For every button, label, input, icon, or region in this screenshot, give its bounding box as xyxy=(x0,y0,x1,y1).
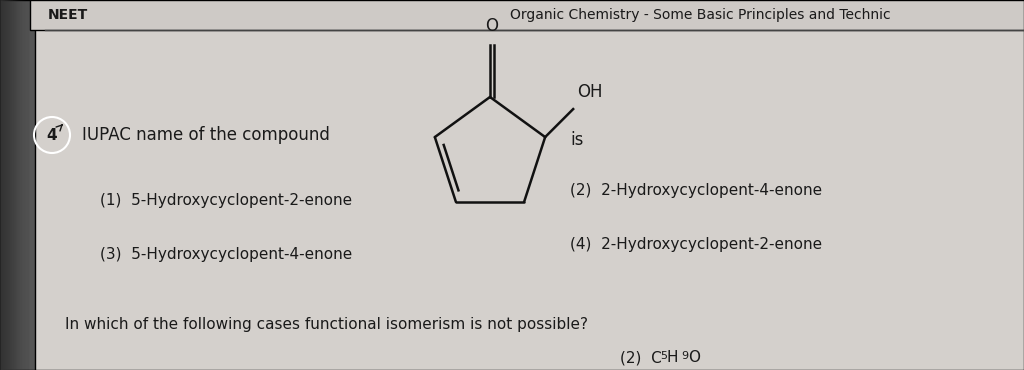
Text: O: O xyxy=(688,350,700,366)
Text: 5: 5 xyxy=(660,351,667,361)
Text: H: H xyxy=(667,350,679,366)
Text: (2)  2-Hydroxycyclopent-4-enone: (2) 2-Hydroxycyclopent-4-enone xyxy=(570,182,822,198)
Text: Organic Chemistry - Some Basic Principles and Technic: Organic Chemistry - Some Basic Principle… xyxy=(510,8,890,22)
Text: 9: 9 xyxy=(681,351,688,361)
Text: O: O xyxy=(485,17,499,35)
Text: 4: 4 xyxy=(47,128,57,142)
FancyBboxPatch shape xyxy=(30,0,1024,30)
FancyBboxPatch shape xyxy=(30,0,1024,370)
FancyBboxPatch shape xyxy=(0,0,35,370)
Text: (1)  5-Hydroxycyclopent-2-enone: (1) 5-Hydroxycyclopent-2-enone xyxy=(100,192,352,208)
Text: NEET: NEET xyxy=(48,8,88,22)
Text: (3)  5-Hydroxycyclopent-4-enone: (3) 5-Hydroxycyclopent-4-enone xyxy=(100,248,352,262)
Text: OH: OH xyxy=(578,83,603,101)
Text: In which of the following cases functional isomerism is not possible?: In which of the following cases function… xyxy=(65,317,588,333)
Text: (2)  C: (2) C xyxy=(620,350,662,366)
Text: is: is xyxy=(570,131,584,149)
Text: (4)  2-Hydroxycyclopent-2-enone: (4) 2-Hydroxycyclopent-2-enone xyxy=(570,238,822,252)
Text: IUPAC name of the compound: IUPAC name of the compound xyxy=(82,126,330,144)
